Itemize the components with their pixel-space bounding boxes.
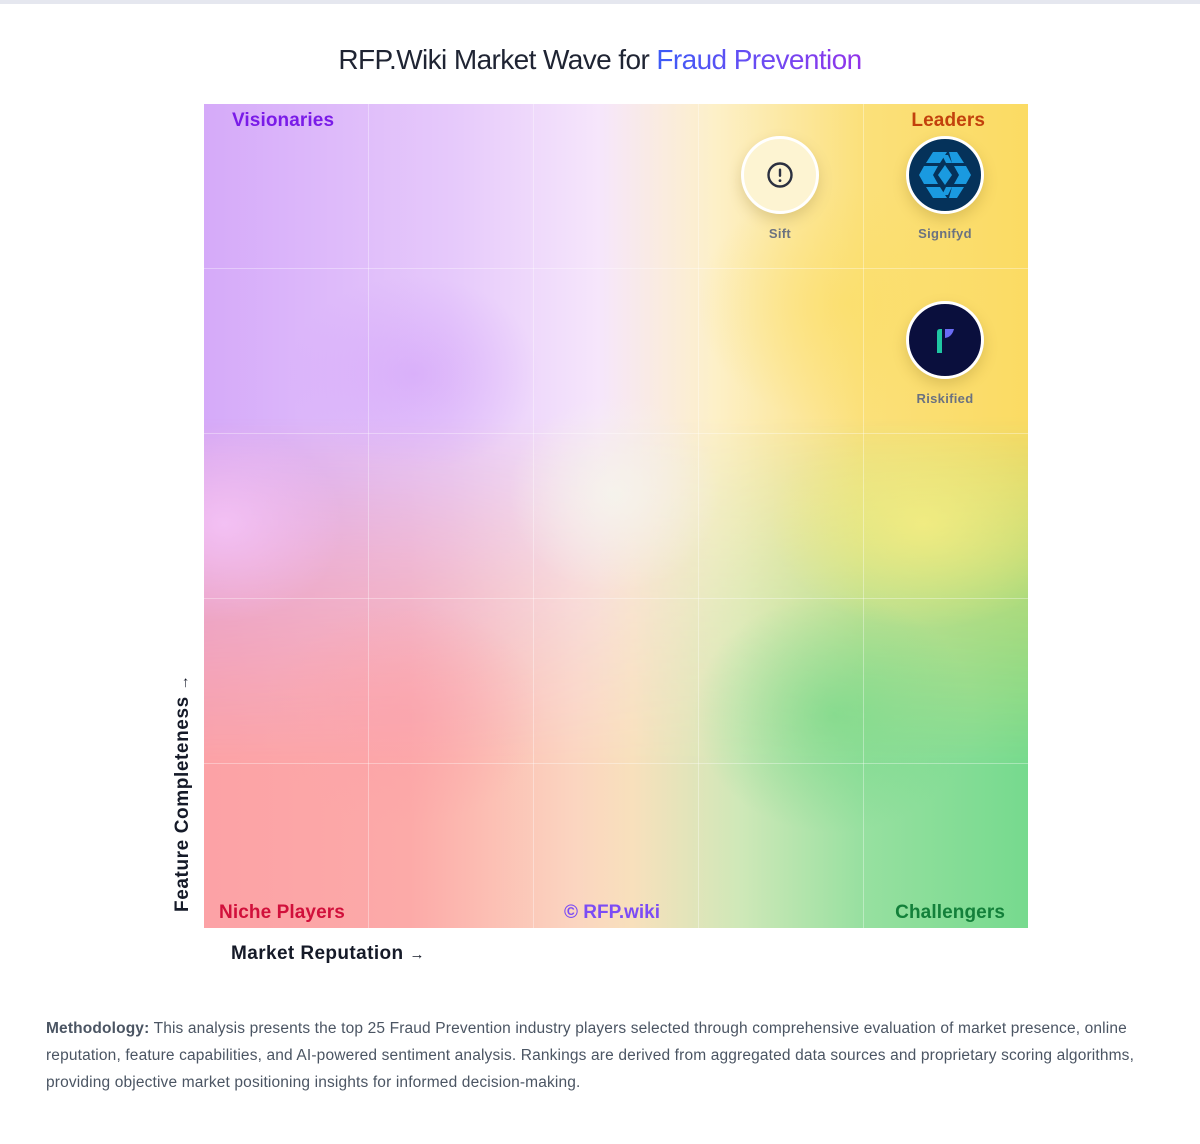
vendor-logo[interactable] <box>741 136 819 214</box>
vendor-logo[interactable] <box>906 301 984 379</box>
methodology-text: This analysis presents the top 25 Fraud … <box>46 1020 1135 1091</box>
grid-line <box>204 598 1028 599</box>
watermark: © RFP.wiki <box>564 902 661 923</box>
grid-line <box>368 104 369 928</box>
grid-line <box>204 763 1028 764</box>
riskified-r-logo-icon <box>937 329 954 353</box>
vendor-logo[interactable] <box>906 136 984 214</box>
methodology-note: Methodology: This analysis presents the … <box>46 1015 1156 1096</box>
vendor-name: Signifyd <box>918 226 972 241</box>
grid-line <box>204 268 1028 269</box>
chart-background-blobs <box>204 104 1028 928</box>
quadrant-label-leaders: Leaders <box>911 110 985 131</box>
vendor-riskified[interactable]: Riskified <box>890 301 1000 406</box>
methodology-label: Methodology: <box>46 1020 150 1037</box>
grid-line <box>533 104 534 928</box>
title-category: Fraud Prevention <box>656 44 862 75</box>
signifyd-hexagon-logo-icon <box>919 152 971 198</box>
y-axis-label: Feature Completeness → <box>172 675 194 912</box>
vendor-signifyd[interactable]: Signifyd <box>890 136 1000 241</box>
page-title: RFP.Wiki Market Wave for Fraud Preventio… <box>0 44 1200 76</box>
vendor-name: Sift <box>768 226 792 241</box>
market-wave-chart: Visionaries Leaders Niche Players Challe… <box>204 104 1028 928</box>
arrow-right-icon: → <box>409 946 425 963</box>
title-prefix: RFP.Wiki Market Wave for <box>338 44 650 75</box>
quadrant-label-challengers: Challengers <box>895 902 1005 923</box>
x-axis-label-text: Market Reputation <box>231 943 404 964</box>
grid-line <box>204 433 1028 434</box>
x-axis-label: Market Reputation → <box>231 943 425 965</box>
y-axis-label-text: Feature Completeness <box>172 696 193 912</box>
grid-line <box>698 104 699 928</box>
vendor-name: Riskified <box>916 391 974 406</box>
grid-line <box>863 104 864 928</box>
arrow-up-icon: → <box>175 674 192 691</box>
alert-circle-icon <box>767 162 793 188</box>
vendor-sift[interactable]: Sift <box>725 136 835 241</box>
top-border <box>0 0 1200 4</box>
quadrant-label-niche-players: Niche Players <box>219 902 345 923</box>
quadrant-label-visionaries: Visionaries <box>232 110 335 131</box>
